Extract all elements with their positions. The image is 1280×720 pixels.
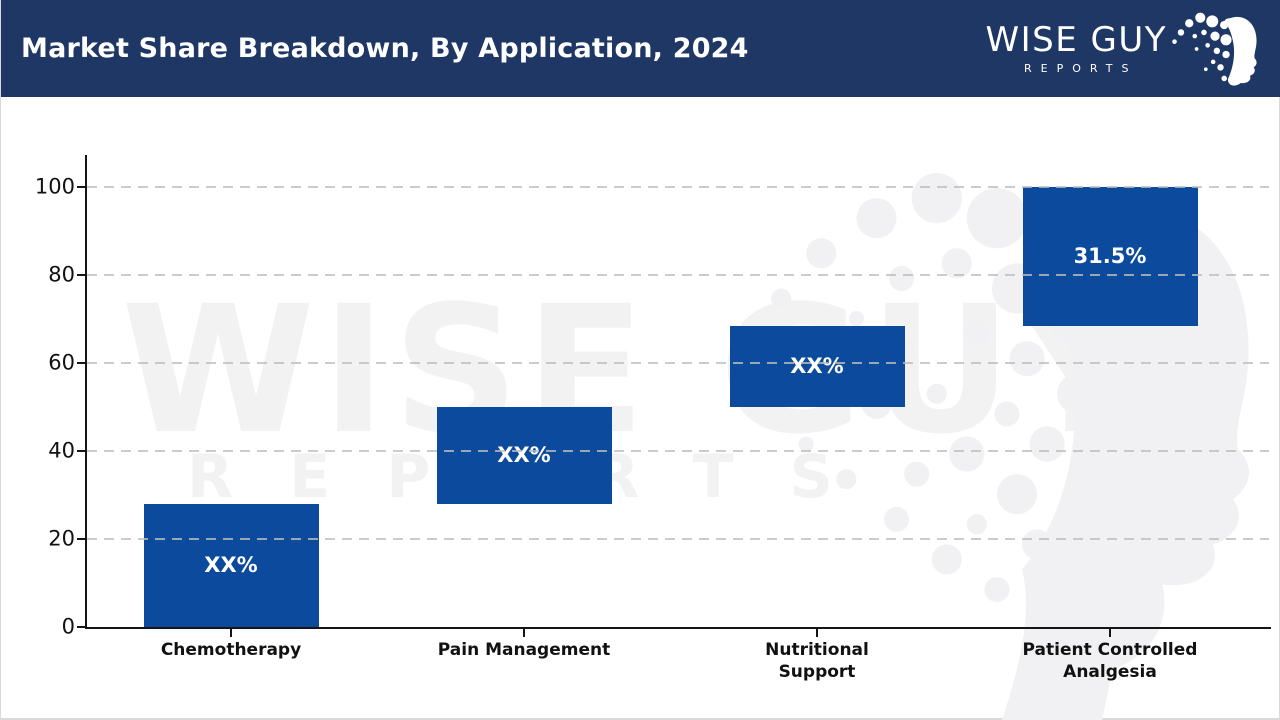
x-category-label: Pain Management: [437, 640, 611, 660]
y-axis-line: [85, 155, 87, 629]
y-tick-60: [77, 362, 85, 364]
x-category-label: Chemotherapy: [160, 640, 302, 660]
gridline-40: [87, 450, 1269, 452]
watermark-brand-text: WISE GUY: [121, 268, 1152, 473]
y-tick-20: [77, 538, 85, 540]
page-title: Market Share Breakdown, By Application, …: [21, 33, 749, 64]
bar-value-label: XX%: [790, 354, 844, 379]
y-tick-label-40: 40: [48, 438, 75, 463]
x-axis-line: [85, 627, 1271, 629]
x-tick-0: [230, 629, 232, 637]
gridline-100: [87, 186, 1269, 188]
bar-value-label: XX%: [497, 443, 551, 468]
brand-face-icon: [1172, 12, 1257, 86]
bar-nutritional-support: XX%: [729, 325, 905, 407]
bar-patient-controlled-analgesia: 31.5%: [1022, 187, 1198, 326]
header: Market Share Breakdown, By Application, …: [1, 0, 1280, 97]
y-tick-label-80: 80: [48, 262, 75, 287]
x-category-label: Patient Controlled Analgesia: [1022, 640, 1198, 683]
x-category-label: Nutritional Support: [765, 640, 869, 683]
bar-pain-management: XX%: [436, 407, 612, 504]
bar-chemotherapy: XX%: [143, 503, 319, 627]
y-tick-80: [77, 274, 85, 276]
face-watermark: [771, 173, 1249, 720]
y-tick-label-60: 60: [48, 350, 75, 375]
bar-value-label: 31.5%: [1073, 244, 1147, 269]
gridline-60: [87, 362, 1269, 364]
x-tick-3: [1109, 629, 1111, 637]
brand-name: WISE GUY: [985, 19, 1167, 60]
brand-subtitle: REPORTS: [1024, 61, 1138, 75]
brand-logo: WISE GUY REPORTS: [985, 10, 1261, 88]
y-tick-label-100: 100: [34, 174, 75, 199]
gridline-80: [87, 274, 1269, 276]
y-tick-label-0: 0: [61, 614, 75, 639]
gridline-20: [87, 538, 1269, 540]
y-tick-100: [77, 186, 85, 188]
y-tick-0: [77, 626, 85, 628]
x-tick-1: [523, 629, 525, 637]
bar-value-label: XX%: [204, 553, 258, 578]
brand-text: WISE GUY REPORTS: [985, 23, 1167, 75]
x-tick-2: [816, 629, 818, 637]
y-tick-label-20: 20: [48, 526, 75, 551]
y-tick-40: [77, 450, 85, 452]
